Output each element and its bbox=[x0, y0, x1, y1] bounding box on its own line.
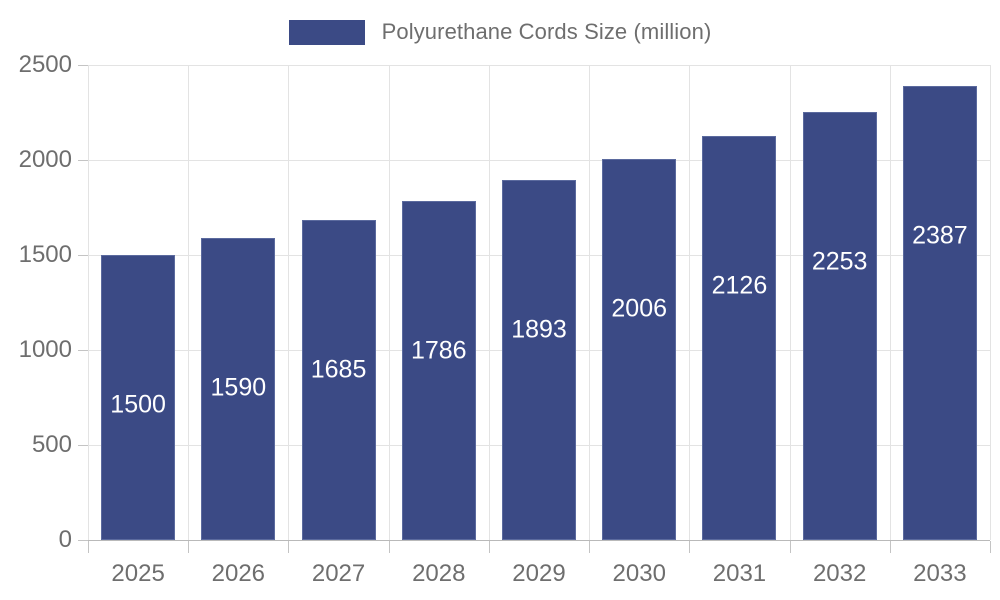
x-axis-tick-mark bbox=[188, 541, 189, 553]
x-axis-tick-label: 2026 bbox=[211, 560, 266, 587]
gridline-vertical bbox=[188, 65, 189, 540]
x-axis-tick-mark bbox=[990, 541, 991, 553]
x-axis-tick-mark bbox=[389, 541, 390, 553]
y-axis-tick-label: 1000 bbox=[18, 336, 72, 363]
gridline-vertical bbox=[689, 65, 690, 540]
legend-item-polyurethane-cords[interactable]: Polyurethane Cords Size (million) bbox=[288, 19, 712, 45]
x-axis-tick-label: 2031 bbox=[712, 560, 767, 587]
gridline-vertical bbox=[389, 65, 390, 540]
y-axis-tick-label: 1500 bbox=[18, 241, 72, 268]
y-axis-tick-mark bbox=[78, 445, 88, 446]
legend-swatch-icon bbox=[288, 19, 365, 45]
bar[interactable] bbox=[401, 200, 476, 540]
y-axis-tick-label: 2000 bbox=[18, 146, 72, 173]
bar[interactable] bbox=[702, 136, 777, 540]
y-axis-tick-label: 2500 bbox=[18, 51, 72, 78]
y-axis-tick-label: 500 bbox=[31, 431, 72, 458]
x-axis-tick-mark bbox=[589, 541, 590, 553]
gridline-horizontal bbox=[88, 65, 990, 66]
x-axis-line bbox=[88, 540, 990, 541]
x-axis-tick-label: 2027 bbox=[311, 560, 366, 587]
x-axis-tick-mark bbox=[790, 541, 791, 553]
x-axis-tick-mark bbox=[288, 541, 289, 553]
x-axis-tick-label: 2033 bbox=[913, 560, 967, 587]
x-axis-tick-label: 2030 bbox=[612, 560, 666, 587]
x-axis-tick-label: 2025 bbox=[111, 560, 165, 587]
gridline-vertical bbox=[790, 65, 791, 540]
gridline-vertical bbox=[88, 65, 89, 540]
x-axis-tick-mark bbox=[88, 541, 89, 553]
y-axis-tick-mark bbox=[78, 540, 88, 541]
y-axis-tick-mark bbox=[78, 65, 88, 66]
gridline-vertical bbox=[890, 65, 891, 540]
bar[interactable] bbox=[902, 86, 977, 540]
x-axis-tick-label: 2028 bbox=[412, 560, 466, 587]
legend-item-label: Polyurethane Cords Size (million) bbox=[381, 19, 712, 44]
x-axis-tick-mark bbox=[489, 541, 490, 553]
x-axis-tick-label: 2032 bbox=[812, 560, 867, 587]
gridline-vertical bbox=[489, 65, 490, 540]
x-axis-tick-mark bbox=[890, 541, 891, 553]
gridline-vertical bbox=[990, 65, 991, 540]
bar[interactable] bbox=[101, 255, 176, 540]
y-axis-tick-mark bbox=[78, 255, 88, 256]
gridline-vertical bbox=[288, 65, 289, 540]
gridline-horizontal bbox=[88, 160, 990, 161]
y-axis-tick-label: 0 bbox=[58, 526, 72, 553]
bar[interactable] bbox=[802, 111, 877, 540]
chart-legend: Polyurethane Cords Size (million) bbox=[0, 12, 1000, 52]
bar[interactable] bbox=[201, 237, 276, 540]
bar[interactable] bbox=[301, 219, 376, 540]
y-axis-tick-mark bbox=[78, 160, 88, 161]
bar[interactable] bbox=[602, 158, 677, 540]
x-axis-tick-mark bbox=[689, 541, 690, 553]
bar[interactable] bbox=[502, 180, 576, 540]
x-axis-tick-label: 2029 bbox=[512, 560, 566, 587]
y-axis-tick-mark bbox=[78, 350, 88, 351]
gridline-vertical bbox=[589, 65, 590, 540]
